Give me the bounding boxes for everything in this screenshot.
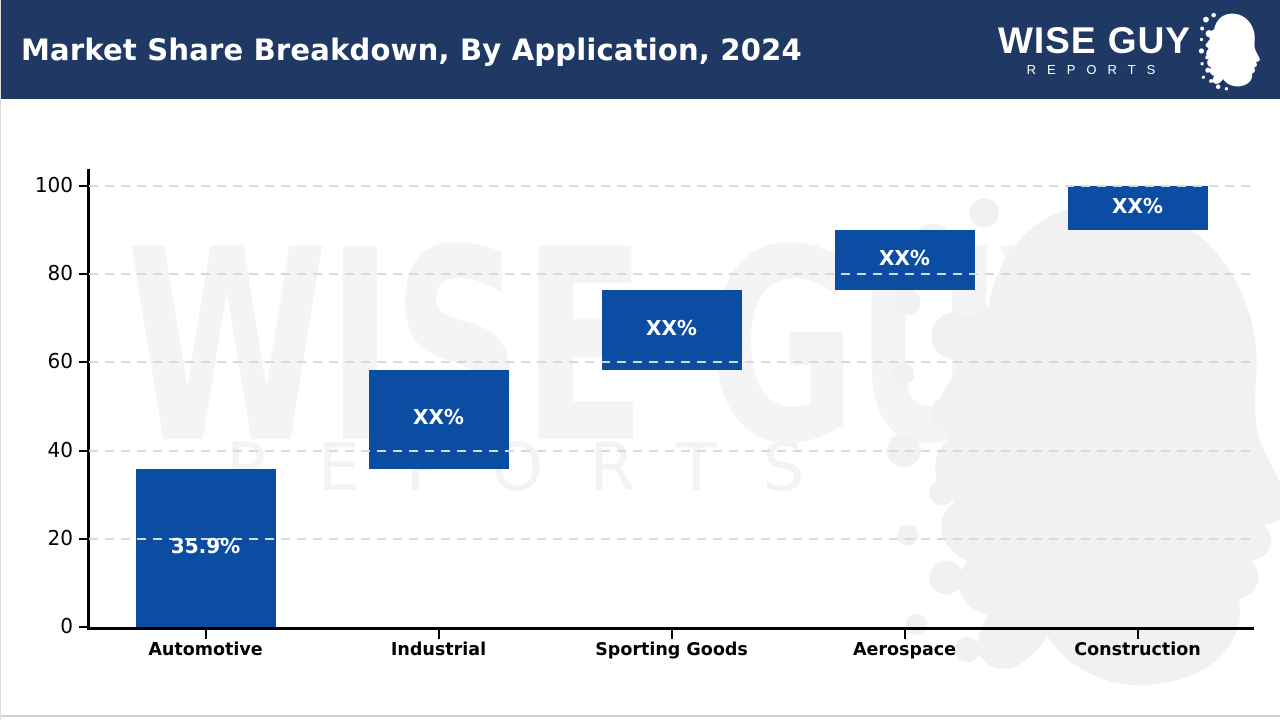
header-band: Market Share Breakdown, By Application, … [1, 0, 1280, 99]
x-category-label: Automotive [148, 640, 263, 660]
bar-value-label: 35.9% [170, 533, 241, 558]
x-axis-line [87, 627, 1254, 630]
y-tick-label-100: 100 [34, 173, 73, 197]
gridline-20 [89, 537, 1254, 540]
bottom-divider [1, 715, 1280, 717]
y-tick-0 [79, 626, 87, 628]
y-tick-100 [79, 185, 87, 187]
watermark-subtitle: REPORTS [226, 429, 851, 506]
wise-guy-reports-logo: WISE GUY REPORTS [998, 9, 1261, 91]
bar-aerospace [834, 230, 975, 291]
logo-wordmark: WISE GUY [997, 20, 1191, 61]
bar-value-label: XX% [646, 315, 697, 340]
chart-canvas: WISE GUY REPORTS 0 20 40 60 80 100 35.9% Automo… [1, 99, 1280, 720]
bar-automotive [135, 468, 276, 627]
y-axis-line [87, 169, 90, 629]
chart-title: Market Share Breakdown, By Application, … [21, 32, 802, 67]
x-category-label: Construction [1074, 640, 1201, 660]
x-category-label: Aerospace [852, 640, 957, 660]
y-tick-60 [79, 361, 87, 364]
bar-industrial [368, 369, 509, 469]
bar-value-label: XX% [413, 405, 464, 430]
y-tick-label-0: 0 [60, 614, 73, 638]
x-tick-4 [1136, 630, 1139, 639]
bar-sporting-goods [601, 290, 742, 370]
y-tick-label-60: 60 [47, 349, 73, 374]
x-category-label: Sporting Goods [595, 640, 748, 660]
y-tick-20 [79, 537, 87, 540]
gridline-100 [89, 185, 1254, 187]
x-tick-3 [903, 630, 906, 639]
gridline-80 [89, 273, 1254, 276]
x-tick-1 [437, 630, 440, 639]
logo-text: WISE GUY REPORTS [998, 22, 1191, 77]
y-tick-80 [79, 273, 87, 276]
y-tick-label-20: 20 [47, 525, 73, 550]
y-tick-label-40: 40 [47, 437, 73, 462]
gridline-40 [89, 449, 1254, 452]
x-category-label: Industrial [390, 640, 487, 660]
bar-value-label: XX% [1112, 194, 1163, 219]
y-tick-label-80: 80 [47, 261, 73, 286]
gridline-60 [89, 361, 1254, 364]
logo-subtitle: REPORTS [1026, 62, 1167, 77]
x-tick-0 [204, 630, 207, 639]
bar-value-label: XX% [879, 246, 930, 271]
x-tick-2 [670, 630, 673, 639]
bar-construction [1067, 186, 1208, 231]
logo-head-profile-icon [1198, 12, 1260, 90]
y-tick-40 [79, 449, 87, 452]
